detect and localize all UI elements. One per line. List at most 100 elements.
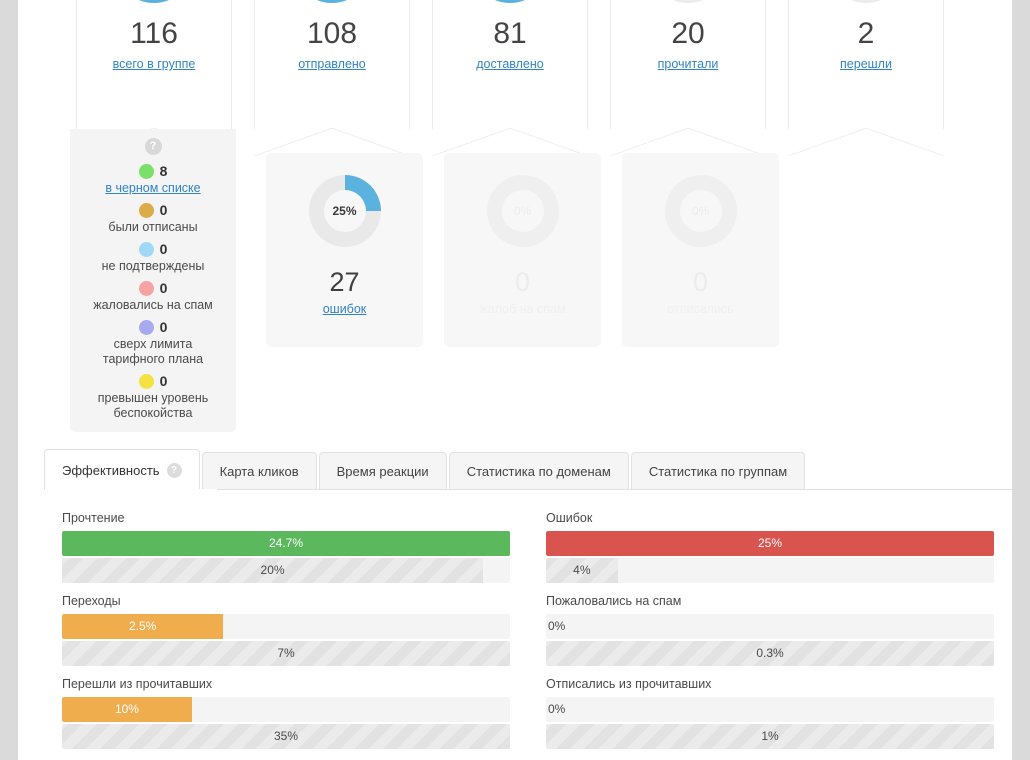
bar-actual-track: 10% [62,697,510,722]
legend-count: 8 [159,163,168,179]
stat-card-sent[interactable]: 100% 108 отправлено [254,0,410,156]
status-dot-icon [138,202,154,218]
secondary-card-errors[interactable]: 25% 27 ошибок [266,153,423,347]
bar-benchmark-label: 4% [573,563,591,577]
donut-chart-delivered: 75% [470,0,550,3]
donut-chart-clicked: 2.5% [826,0,906,3]
tab-active-mask [63,489,217,491]
tab-domain-stats[interactable]: Статистика по доменам [448,452,629,490]
donut-chart-unsubscribed: 0% [664,175,737,247]
bar-block-title: Прочтение [62,511,125,525]
donut-chart-total-in-group [114,0,194,3]
question-icon[interactable]: ? [144,138,162,155]
bar-actual-label: 24.7% [268,536,304,550]
bar-block-title: Перешли из прочитавших [62,677,213,691]
stat-card-row: 116 всего в группе 100% 108 отправлено 75% 81 д… [76,0,976,156]
legend-label: были отписаны [108,220,198,234]
bar-actual-track: 25% [546,531,994,556]
bar-block-spam-complaint-rate: Пожаловались на спам 0% 0.3% [528,588,1012,671]
effectiveness-bar-chart: Прочтение 24.7% 20% Ошибок 25% 4% Переходы 2.5%… [44,505,1012,754]
bar-benchmark-track: 1% [546,724,994,749]
bar-actual-fill [62,614,224,639]
question-icon[interactable]: ? [166,462,182,478]
bar-actual-label: 2.5% [128,619,157,633]
bar-block-click-rate: Переходы 2.5% 7% [44,588,528,671]
bar-actual-label: 25% [757,536,783,550]
donut-percent-label: 2.5% [826,0,906,3]
bar-actual-track: 24.7% [62,531,510,556]
secondary-card-spam-complaints: 0% 0 жалоб на спам [444,153,601,347]
bar-block-error-rate: Ошибок 25% 4% [528,505,1012,588]
bar-benchmark-fill [546,724,994,749]
stat-link-sent[interactable]: отправлено [298,57,366,71]
bar-benchmark-track: 4% [546,558,994,583]
legend-item-head: 0 [70,371,236,391]
donut-chart-read: 24.7% [648,0,728,3]
donut-percent-label: 75% [470,0,550,3]
stat-value: 2 [857,17,875,50]
legend-item: 0 не подтверждены [70,239,236,274]
tab-effectiveness[interactable]: Эффективность? [44,449,200,490]
legend-item: 0 жаловались на спам [70,278,236,313]
bar-benchmark-track: 35% [62,724,510,749]
tab-label: Карта кликов [219,464,299,479]
secondary-card-value: 27 [329,267,360,297]
status-dot-icon [138,163,154,179]
bar-benchmark-fill [546,558,618,583]
donut-chart-spam-complaints: 0% [486,175,559,247]
bar-benchmark-fill [62,558,484,583]
tab-group-stats[interactable]: Статистика по группам [630,452,806,490]
stat-card-delivered[interactable]: 75% 81 доставлено [432,0,588,156]
bar-block-click-to-open-rate: Перешли из прочитавших 10% 35% [44,671,528,754]
bar-benchmark-fill [62,724,510,749]
stat-card-total-in-group[interactable]: 116 всего в группе [76,0,232,156]
bar-actual-label: 10% [114,702,139,716]
secondary-card-link-spam-complaints: жалоб на спам [479,302,566,316]
bar-benchmark-fill [546,641,994,666]
legend-item-head: 0 [70,200,236,220]
stat-link-total-in-group[interactable]: всего в группе [112,57,196,71]
status-dot-icon [138,280,154,296]
donut-chart-sent: 100% [292,0,372,3]
status-dot-icon [138,373,154,389]
stat-link-delivered[interactable]: доставлено [476,57,544,71]
bar-benchmark-label: 20% [260,563,285,577]
secondary-card-unsubscribed: 0% 0 отписались [622,153,779,347]
stat-link-clicked[interactable]: перешли [840,57,892,71]
secondary-card-row: 25% 27 ошибок 0% 0 жалоб на спам 0% 0 отписались [266,153,779,347]
bar-actual-fill [62,697,192,722]
tab-underline [44,489,1012,490]
legend-count: 0 [159,202,168,218]
stat-link-read[interactable]: прочитали [657,57,719,71]
tab-bar: Эффективность? Карта кликов Время реакции С… [44,449,1012,490]
legend-item[interactable]: 8 в черном списке [70,161,236,196]
bar-benchmark-track: 20% [62,558,510,583]
bar-benchmark-label: 35% [273,729,299,743]
tab-click-map[interactable]: Карта кликов [201,452,317,490]
legend-item-head: 0 [70,239,236,259]
secondary-card-link-unsubscribed: отписались [667,302,734,316]
bar-actual-label: 0% [548,619,566,633]
legend-item-head: 8 [70,161,236,181]
bar-benchmark-track: 0.3% [546,641,994,666]
status-dot-icon [138,241,154,257]
secondary-card-link-errors[interactable]: ошибок [322,302,367,316]
stat-card-clicked[interactable]: 2.5% 2 перешли [788,0,944,156]
donut-percent-label: 0% [513,204,532,218]
secondary-card-value: 0 [514,267,531,297]
stat-value: 20 [671,17,705,50]
legend-item: 0 превышен уровень беспокойства [70,371,236,421]
tab-label: Время реакции [336,464,429,479]
legend-label[interactable]: в черном списке [105,181,201,195]
legend-list: 8 в черном списке 0 были отписаны 0 не подтве… [70,161,236,421]
stat-value: 108 [306,17,358,50]
donut-percent-label: 25% [332,204,357,218]
donut-percent-label: 100% [292,0,372,3]
donut-percent-label: 0% [691,204,710,218]
tab-reaction-time[interactable]: Время реакции [318,452,447,490]
donut-chart-errors: 25% [308,175,381,247]
legend-label: не подтверждены [101,259,205,273]
tab-label: Статистика по доменам [466,464,611,479]
bar-benchmark-label: 7% [277,646,295,660]
stat-card-read[interactable]: 24.7% 20 прочитали [610,0,766,156]
